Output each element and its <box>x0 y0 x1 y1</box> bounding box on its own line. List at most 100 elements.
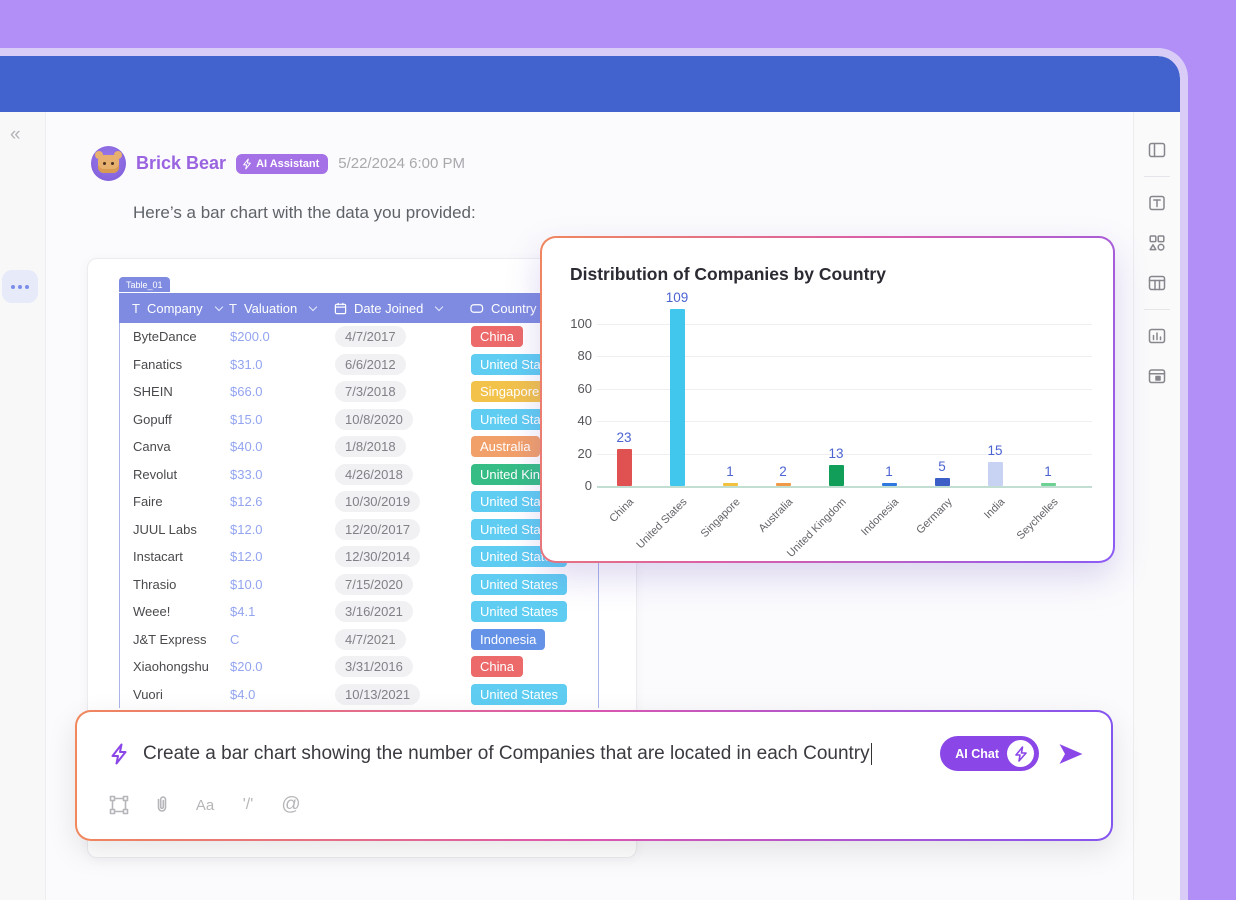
composer-input-text[interactable]: Create a bar chart showing the number of… <box>143 742 870 764</box>
table-row[interactable]: Instacart $12.0 12/30/2014 United States <box>120 543 598 571</box>
slash-command-icon[interactable]: '/' <box>242 796 254 813</box>
chart-bar[interactable] <box>934 477 950 486</box>
bar-value-label: 109 <box>665 290 689 306</box>
chart-bar[interactable] <box>669 309 685 486</box>
date-cell: 7/3/2018 <box>335 381 471 403</box>
gridline <box>597 421 1092 423</box>
table-tab[interactable]: Table_01 <box>119 277 170 292</box>
chart-bar[interactable] <box>616 448 632 486</box>
table-row[interactable]: Vuori $4.0 10/13/2021 United States <box>120 681 598 709</box>
date-cell: 12/20/2017 <box>335 518 471 540</box>
column-label: Date Joined <box>354 300 424 316</box>
table-row[interactable]: Faire $12.6 10/30/2019 United States <box>120 488 598 516</box>
calendar-icon[interactable] <box>1145 364 1169 388</box>
shapes-icon[interactable] <box>1145 231 1169 255</box>
chart-bar[interactable] <box>775 482 791 486</box>
table-body: ByteDance $200.0 4/7/2017 China Fanatics $31.… <box>119 323 599 708</box>
chart-bar[interactable] <box>1040 483 1056 486</box>
valuation-cell: $200.0 <box>230 329 270 345</box>
table-row[interactable]: Gopuff $15.0 10/8/2020 United States <box>120 406 598 434</box>
chart-bar[interactable] <box>987 461 1003 486</box>
table-row[interactable]: Xiaohongshu $20.0 3/31/2016 China <box>120 653 598 681</box>
more-options-button[interactable] <box>2 270 38 303</box>
country-cell: United States <box>471 683 598 705</box>
valuation-cell: $12.6 <box>230 494 263 510</box>
table-row[interactable]: Canva $40.0 1/8/2018 Australia <box>120 433 598 461</box>
column-label: Valuation <box>243 300 298 316</box>
column-header-valuation[interactable]: T Valuation <box>229 301 334 316</box>
table-row[interactable]: Revolut $33.0 4/26/2018 United Kingdom <box>120 461 598 489</box>
column-label: Company <box>146 300 203 316</box>
frame-select-icon[interactable] <box>107 793 131 817</box>
window-titlebar <box>0 56 1180 112</box>
text-type-icon: T <box>132 300 140 316</box>
table-icon[interactable] <box>1145 271 1169 295</box>
chevron-down-icon[interactable] <box>308 302 318 311</box>
table-row[interactable]: Thrasio $10.0 7/15/2020 United States <box>120 571 598 599</box>
date-cell: 1/8/2018 <box>335 436 471 458</box>
date-cell: 6/6/2012 <box>335 353 471 375</box>
date-cell: 10/13/2021 <box>335 683 471 705</box>
dot <box>11 284 15 289</box>
company-cell: JUUL Labs <box>133 521 197 537</box>
table-row[interactable]: Fanatics $31.0 6/6/2012 United States <box>120 351 598 379</box>
country-cell: United States <box>471 573 598 595</box>
country-tag: United States <box>471 601 568 623</box>
avatar[interactable] <box>91 146 126 181</box>
company-cell: ByteDance <box>133 329 197 345</box>
composer-input-row[interactable]: Create a bar chart showing the number of… <box>107 736 1085 771</box>
country-tag: China <box>471 326 523 348</box>
column-header-company[interactable]: T Company <box>119 301 229 316</box>
text-style-icon[interactable]: Aa <box>195 796 215 814</box>
x-tick-text: United Kingdom <box>784 496 849 560</box>
country-tag: Indonesia <box>471 628 546 650</box>
panel-layout-icon[interactable] <box>1145 138 1169 162</box>
y-tick-label: 20 <box>577 445 592 461</box>
date-cell: 4/7/2017 <box>335 326 471 348</box>
y-tick-label: 0 <box>584 478 592 493</box>
table-row[interactable]: SHEIN $66.0 7/3/2018 Singapore <box>120 378 598 406</box>
ai-chat-button[interactable]: AI Chat <box>940 736 1039 771</box>
date-pill: 4/7/2017 <box>335 326 406 348</box>
valuation-cell: $31.0 <box>230 356 263 372</box>
divider <box>1144 176 1170 177</box>
mention-icon[interactable]: @ <box>281 794 301 815</box>
table-row[interactable]: ByteDance $200.0 4/7/2017 China <box>120 323 598 351</box>
column-header-date-joined[interactable]: Date Joined <box>334 301 470 316</box>
attachment-icon[interactable] <box>150 793 174 817</box>
chart-bar[interactable] <box>881 483 897 486</box>
chart-bar[interactable] <box>828 464 844 486</box>
x-tick-text: Indonesia <box>859 496 902 539</box>
company-cell: Gopuff <box>133 411 172 427</box>
y-tick-label: 60 <box>577 380 592 396</box>
date-pill: 12/30/2014 <box>335 546 421 568</box>
table-row[interactable]: JUUL Labs $12.0 12/20/2017 United States <box>120 516 598 544</box>
company-cell: Xiaohongshu <box>133 659 209 675</box>
text-block-icon[interactable] <box>1145 191 1169 215</box>
chart-bar[interactable] <box>722 483 738 486</box>
x-tick-text: United States <box>634 496 690 552</box>
lightning-icon <box>1014 745 1027 762</box>
chevron-down-icon[interactable] <box>214 302 223 311</box>
chevron-down-icon[interactable] <box>435 302 444 311</box>
bear-eye <box>103 162 106 165</box>
company-cell: Instacart <box>133 549 183 565</box>
company-cell: Weee! <box>133 604 171 620</box>
send-button[interactable] <box>1057 742 1085 766</box>
table-row[interactable]: Weee! $4.1 3/16/2021 United States <box>120 598 598 626</box>
composer-toolbar: Aa '/' @ <box>107 793 1085 817</box>
date-cell: 10/8/2020 <box>335 408 471 430</box>
table-row[interactable]: J&T Express C 4/7/2021 Indonesia <box>120 626 598 654</box>
date-pill: 7/3/2018 <box>335 381 406 403</box>
collapse-sidebar-icon[interactable]: « <box>10 124 20 145</box>
date-cell: 10/30/2019 <box>335 491 471 513</box>
valuation-cell: $4.1 <box>230 604 256 620</box>
bear-ear <box>95 151 103 159</box>
dot <box>18 284 22 289</box>
bear-eye <box>111 162 114 165</box>
country-tag: Singapore <box>471 381 549 403</box>
chart-icon[interactable] <box>1145 324 1169 348</box>
column-header-country[interactable]: Country <box>470 301 599 316</box>
company-cell: J&T Express <box>133 631 207 647</box>
date-pill: 10/30/2019 <box>335 491 421 513</box>
